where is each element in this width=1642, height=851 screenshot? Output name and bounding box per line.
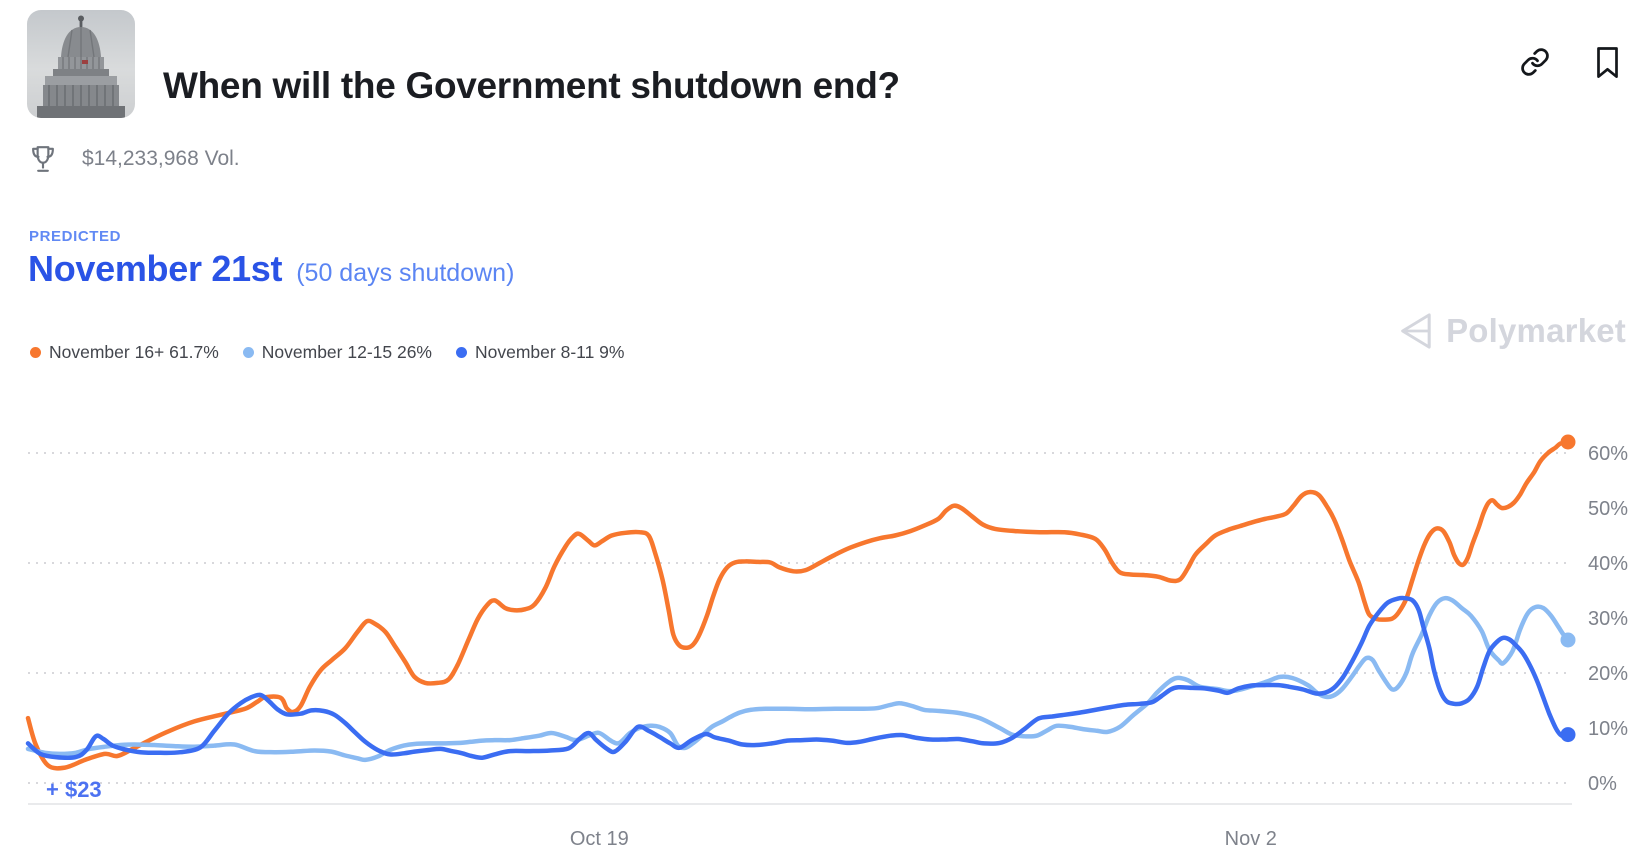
series-line-2 — [25, 595, 1571, 761]
series-endpoint-2 — [1560, 727, 1576, 743]
series-endpoint-0 — [1560, 434, 1576, 450]
legend-item-2[interactable]: November 8-11 9% — [456, 342, 624, 363]
x-tick-0: Oct 19 — [570, 828, 629, 850]
predicted-outcome-note: (50 days shutdown) — [296, 259, 515, 287]
y-tick-10: 10% — [1588, 718, 1628, 740]
chart-legend: November 16+ 61.7% November 12-15 26% Nove… — [30, 342, 624, 363]
trophy-icon — [32, 146, 54, 172]
volume-value: $14,233,968 Vol. — [82, 147, 240, 170]
prediction-row: November 21st (50 days shutdown) — [28, 248, 514, 290]
legend-label: November 8-11 9% — [475, 342, 625, 362]
legend-item-1[interactable]: November 12-15 26% — [242, 342, 432, 363]
x-tick-1: Nov 2 — [1225, 828, 1277, 850]
watermark: Polymarket — [1395, 310, 1626, 352]
polymarket-logo-icon — [1401, 313, 1431, 349]
series-line-1 — [25, 595, 1571, 763]
capitol-image — [27, 10, 135, 118]
predicted-outcome: November 21st — [28, 248, 283, 289]
series-line-0 — [25, 439, 1571, 771]
top-actions — [1518, 44, 1624, 80]
bookmark-button[interactable] — [1590, 44, 1624, 80]
link-icon — [1521, 48, 1549, 76]
series-endpoint-1 — [1560, 632, 1576, 648]
legend-dot-icon — [30, 347, 41, 358]
legend-label: November 16+ 61.7% — [49, 342, 219, 362]
legend-dot-icon — [456, 347, 467, 358]
watermark-text: Polymarket — [1446, 312, 1626, 349]
y-tick-60: 60% — [1588, 443, 1628, 465]
legend-label: November 12-15 26% — [261, 342, 432, 362]
volume-row: $14,233,968 Vol. — [30, 144, 240, 174]
y-tick-0: 0% — [1588, 773, 1617, 795]
bookmark-icon — [1596, 47, 1618, 78]
page-title: When will the Government shutdown end? — [163, 64, 900, 106]
copy-link-button[interactable] — [1518, 44, 1552, 80]
y-tick-50: 50% — [1588, 498, 1628, 520]
legend-item-0[interactable]: November 16+ 61.7% — [30, 342, 219, 363]
predicted-label: PREDICTED — [29, 228, 122, 245]
y-tick-20: 20% — [1588, 663, 1628, 685]
market-avatar — [27, 10, 135, 118]
y-tick-40: 40% — [1588, 553, 1628, 575]
profit-annotation: + $23 — [46, 777, 102, 802]
legend-dot-icon — [242, 347, 254, 358]
y-tick-30: 30% — [1588, 608, 1628, 630]
